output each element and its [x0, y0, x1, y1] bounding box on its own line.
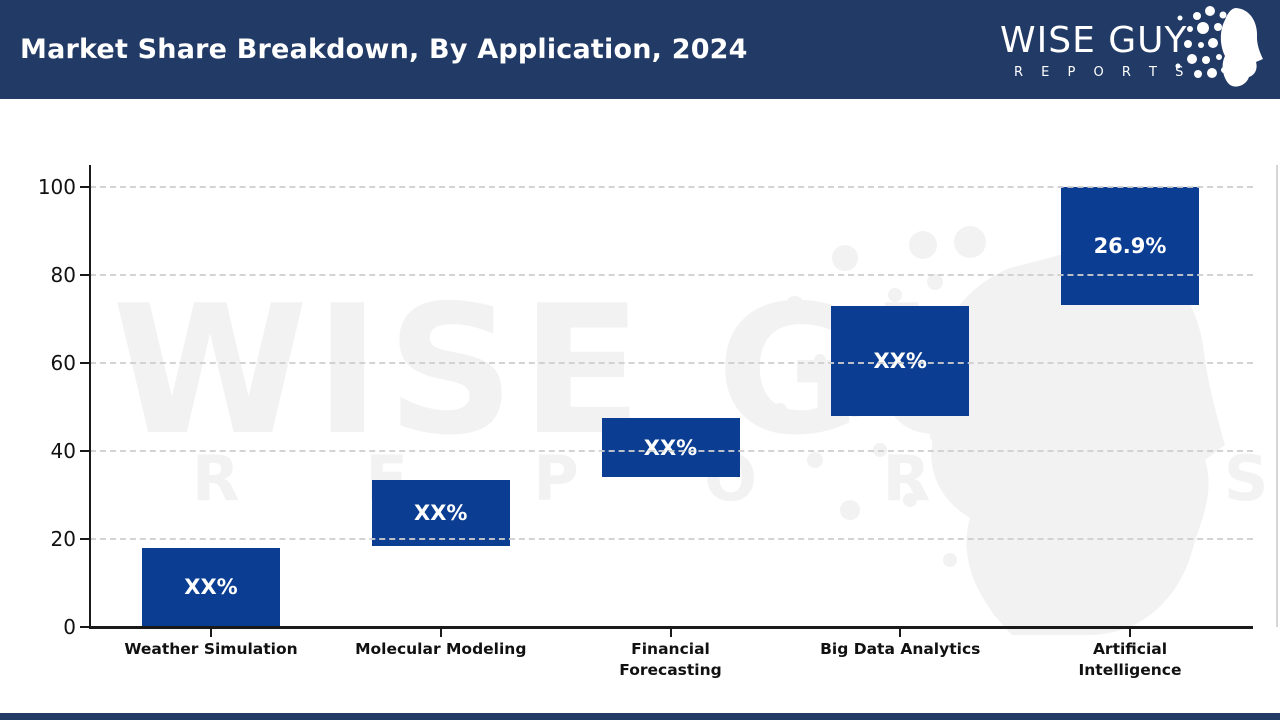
y-tick-80 — [80, 274, 89, 276]
grid-line-80 — [90, 274, 1253, 276]
bar-artificial-intelligence: 26.9% — [1061, 187, 1199, 306]
x-tick-weather-simulation — [210, 629, 212, 637]
logo-dots-face-icon — [1175, 5, 1263, 87]
y-tick-20 — [80, 538, 89, 540]
x-tick-big-data-analytics — [899, 629, 902, 637]
x-tick-molecular-modeling — [439, 629, 442, 637]
bar-value-label: XX% — [184, 575, 238, 600]
grid-line-100 — [90, 186, 1253, 188]
footer-bar — [0, 713, 1280, 720]
x-tick-financial-forecasting — [669, 629, 672, 637]
bar-value-label: XX% — [873, 348, 927, 373]
page-title: Market Share Breakdown, By Application, … — [20, 34, 748, 65]
y-tick-label-100: 100 — [37, 175, 76, 199]
bar-weather-simulation: XX% — [142, 547, 280, 627]
bar-value-label: XX% — [414, 500, 468, 525]
logo-wordmark: WISE GUY — [1000, 20, 1188, 61]
bar-molecular-modeling: XX% — [371, 479, 510, 546]
right-spine — [1276, 165, 1278, 627]
y-tick-label-60: 60 — [50, 351, 76, 375]
wise-guy-logo-graphic: WISE GUY R E P O R T S — [1000, 5, 1263, 87]
x-label-big-data-analytics: Big Data Analytics — [820, 640, 981, 658]
y-tick-100 — [80, 186, 89, 188]
bar-big-data-analytics: XX% — [831, 305, 970, 416]
y-tick-label-80: 80 — [50, 263, 76, 287]
wise-guy-logo: WISE GUY R E P O R T S — [992, 2, 1272, 98]
bar-value-label: 26.9% — [1093, 234, 1167, 259]
y-axis-line — [89, 165, 91, 627]
y-tick-label-0: 0 — [63, 615, 76, 639]
x-axis-line — [89, 626, 1253, 629]
logo-subtitle: R E P O R T S — [1014, 65, 1190, 80]
x-label-weather-simulation: Weather Simulation — [124, 640, 298, 658]
bar-financial-forecasting: XX% — [601, 418, 740, 478]
y-tick-label-20: 20 — [50, 527, 76, 551]
y-tick-60 — [80, 362, 89, 364]
y-tick-40 — [80, 450, 89, 452]
x-tick-artificial-intelligence — [1129, 629, 1131, 637]
grid-line-60 — [90, 362, 1253, 364]
bar-value-label: XX% — [643, 435, 698, 460]
grid-line-40 — [90, 450, 1253, 452]
x-label-artificial-intelligence: Artificial Intelligence — [1078, 640, 1182, 679]
x-label-molecular-modeling: Molecular Modeling — [355, 640, 527, 658]
header-bar: Market Share Breakdown, By Application, … — [0, 0, 1280, 99]
y-tick-label-40: 40 — [50, 439, 76, 463]
grid-line-20 — [90, 538, 1253, 540]
x-label-financial-forecasting: Financial Forecasting — [619, 640, 722, 679]
y-tick-0 — [80, 626, 89, 628]
